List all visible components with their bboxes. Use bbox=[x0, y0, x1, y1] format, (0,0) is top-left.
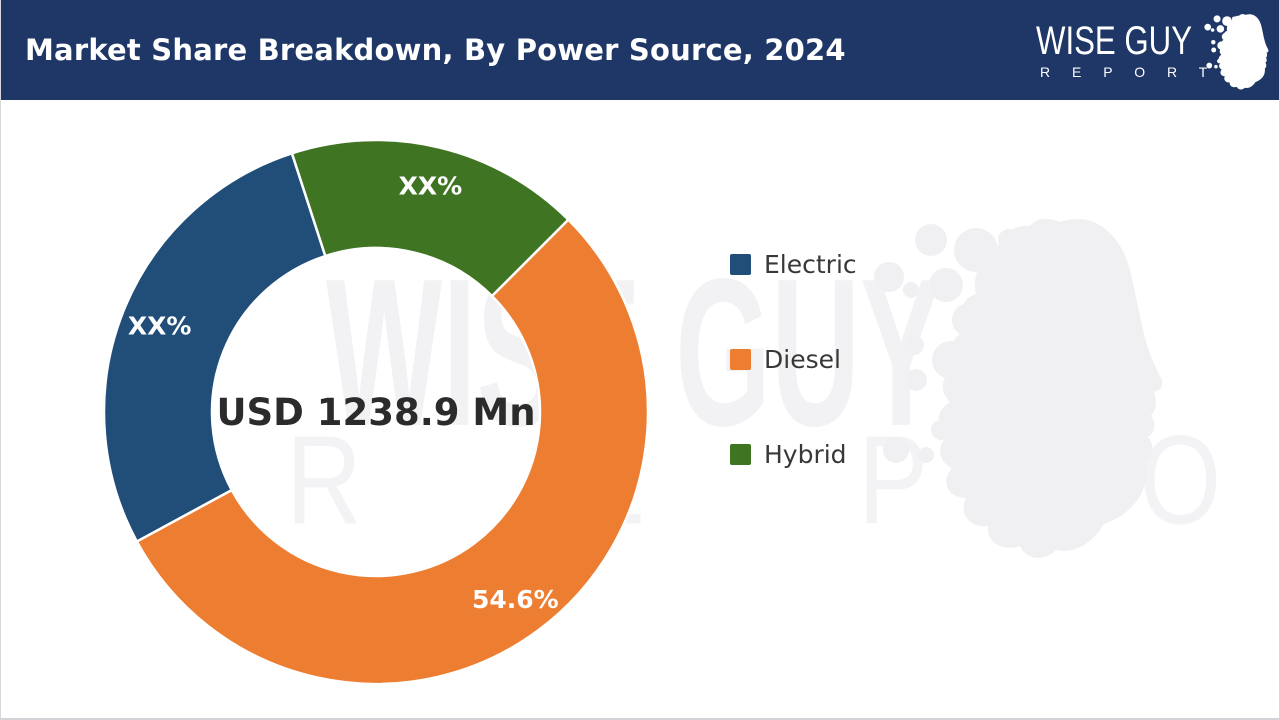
legend-swatch-electric bbox=[730, 254, 751, 275]
legend-swatch-diesel bbox=[730, 349, 751, 370]
legend-item-diesel: Diesel bbox=[730, 345, 857, 374]
legend-label-hybrid: Hybrid bbox=[764, 440, 847, 469]
legend-item-electric: Electric bbox=[730, 250, 857, 279]
chart-area: WISE GUY R E P O R T S bbox=[1, 100, 1279, 718]
legend-label-electric: Electric bbox=[764, 250, 857, 279]
legend-item-hybrid: Hybrid bbox=[730, 440, 857, 469]
legend-swatch-hybrid bbox=[730, 444, 751, 465]
donut-segment-electric bbox=[102, 152, 327, 543]
segment-label-hybrid: XX% bbox=[399, 171, 463, 200]
legend: Electric Diesel Hybrid bbox=[730, 250, 857, 469]
legend-label-diesel: Diesel bbox=[764, 345, 841, 374]
segment-label-diesel: 54.6% bbox=[472, 585, 559, 614]
donut-center-value: USD 1238.9 Mn bbox=[216, 391, 535, 434]
logo-text: WISE GUY R E P O R T S bbox=[1036, 18, 1238, 80]
page-title: Market Share Breakdown, By Power Source,… bbox=[25, 33, 846, 67]
logo-wordmark: WISE GUY bbox=[1036, 18, 1193, 63]
logo-subtitle: R E P O R T S bbox=[1040, 63, 1248, 80]
logo-face-icon bbox=[1204, 14, 1269, 90]
segment-label-electric: XX% bbox=[128, 312, 192, 341]
header: Market Share Breakdown, By Power Source,… bbox=[1, 0, 1279, 100]
donut-segment-diesel bbox=[135, 218, 650, 686]
watermark-face-icon bbox=[874, 218, 1163, 558]
wise-guy-logo: WISE GUY R E P O R T S bbox=[1036, 10, 1269, 90]
donut-segment-hybrid bbox=[290, 138, 570, 298]
donut-chart: XX% 54.6% XX% USD 1238.9 Mn bbox=[102, 138, 650, 686]
